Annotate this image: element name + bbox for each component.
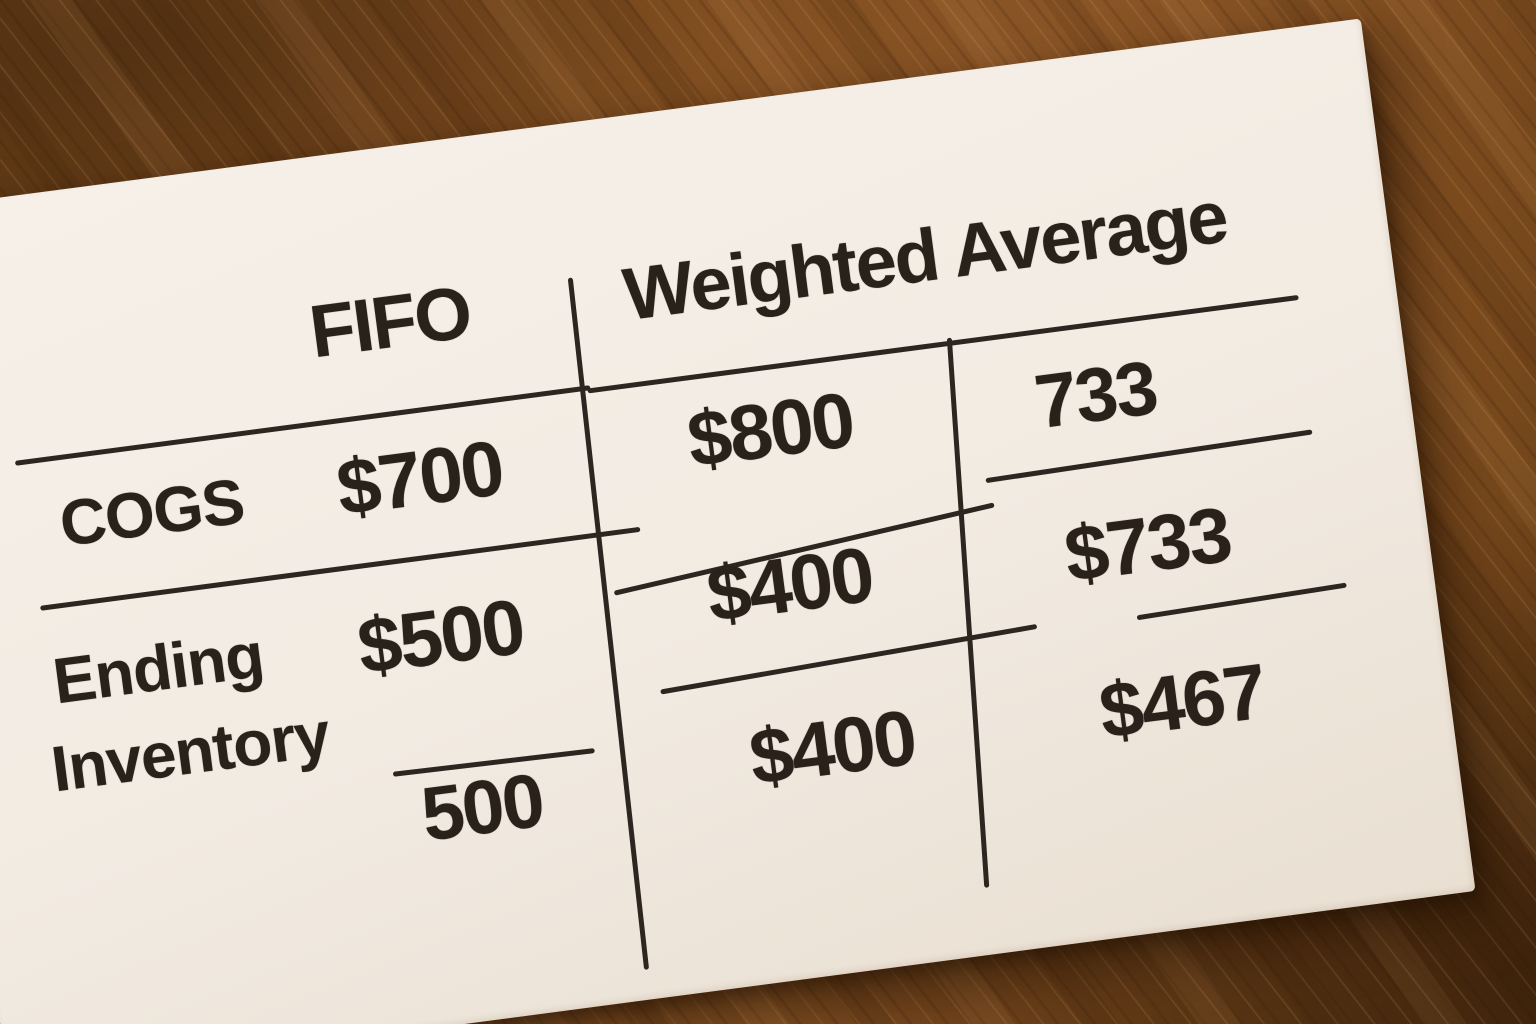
row-label-cogs: COGS [55, 464, 248, 561]
cell-fifo-bottom: 500 [416, 757, 548, 858]
cell-wa-ending-inventory: $400 [701, 529, 878, 639]
cell-wa-bottom: $400 [744, 692, 921, 802]
rule-under-733-dollar [1136, 582, 1347, 621]
cell-right-middle: $733 [1059, 489, 1236, 599]
header-weighted-average: Weighted Average [618, 174, 1232, 337]
cell-right-bottom: $467 [1094, 646, 1271, 756]
cell-right-top: 733 [1030, 345, 1161, 446]
row-label-ending: Ending [48, 618, 268, 718]
cell-fifo-ending-inventory: $500 [352, 581, 529, 691]
rule-under-733 [985, 429, 1313, 484]
paper-card: FIFO Weighted Average COGS $700 $800 733… [0, 18, 1476, 1024]
rule-under-fifo-header [14, 385, 591, 466]
cell-fifo-cogs: $700 [331, 423, 508, 533]
rule-vertical-col2-col3 [946, 337, 990, 888]
header-fifo: FIFO [304, 270, 475, 374]
cell-wa-cogs: $800 [682, 375, 859, 484]
